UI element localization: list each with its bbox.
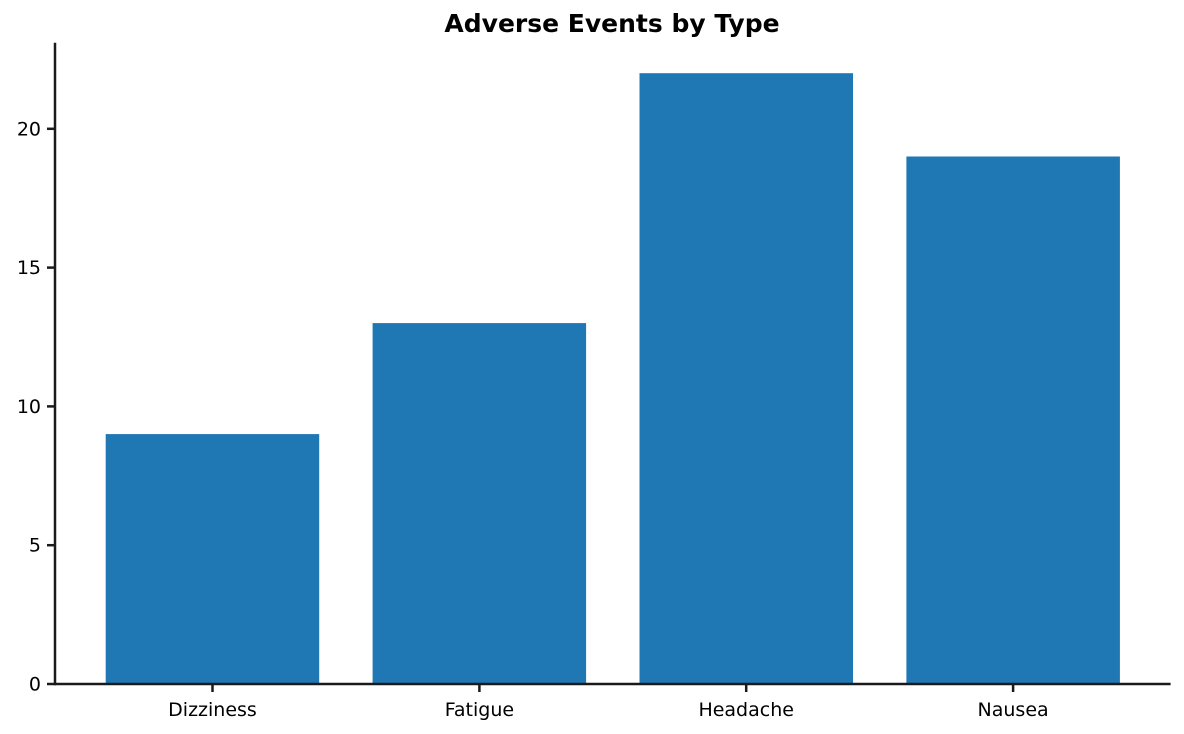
- y-tick-label: 20: [17, 118, 41, 140]
- x-tick-label: Fatigue: [445, 699, 514, 721]
- y-tick-label: 0: [29, 674, 41, 696]
- chart-title: Adverse Events by Type: [444, 9, 779, 38]
- x-tick-label: Nausea: [978, 699, 1049, 721]
- bars-group: [105, 73, 1120, 684]
- y-tick-label: 5: [29, 535, 41, 557]
- bar-dizziness: [105, 434, 320, 684]
- bar-nausea: [906, 156, 1120, 684]
- bar-headache: [639, 73, 853, 684]
- axes-group: 0 5 10 15 20 Dizziness Fatigue Headache Nausea: [17, 42, 1171, 721]
- y-tick-label: 15: [17, 257, 41, 279]
- bar-fatigue: [372, 323, 587, 684]
- x-tick-label: Dizziness: [168, 699, 257, 721]
- y-tick-label: 10: [17, 396, 41, 418]
- x-tick-label: Headache: [698, 699, 794, 721]
